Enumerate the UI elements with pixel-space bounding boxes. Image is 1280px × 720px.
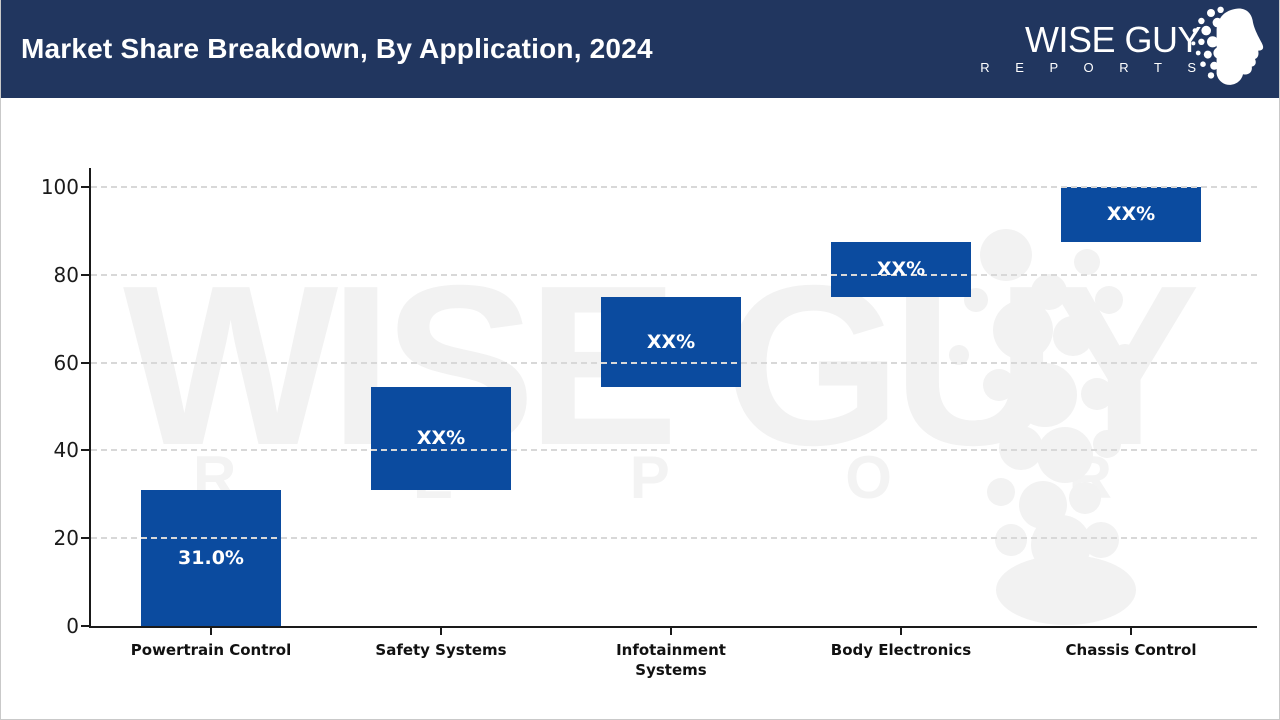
bar-chassis-control [1061,187,1201,242]
y-axis-line [89,168,91,628]
y-tick-80 [81,273,89,276]
x-axis-line [89,626,1257,628]
page-title: Market Share Breakdown, By Application, … [21,33,653,64]
bar-value-label-powertrain-control: 31.0% [178,546,244,569]
bar-infotainment-systems [601,296,741,387]
bar-value-label-chassis-control: XX% [1106,203,1156,226]
x-tick-label-safety-systems: Safety Systems [375,641,507,659]
x-tick-chassis-control [1130,628,1132,635]
x-tick-label-chassis-control: Chassis Control [1065,641,1197,659]
bar-powertrain-control [141,489,281,626]
y-tick-0 [81,625,89,627]
logo-wordmark-block: WISE GUY R E P O R T S [980,22,1201,76]
watermark-face-icon [949,229,1137,625]
gridline-80 [91,273,1257,276]
logo-head-icon [1191,6,1264,85]
y-tick-100 [81,186,89,188]
x-tick-infotainment-systems [670,628,672,635]
bar-value-label-infotainment-systems: XX% [646,330,696,353]
x-tick-label-powertrain-control: Powertrain Control [130,641,292,659]
y-tick-40 [81,449,89,452]
brand-logo: WISE GUY R E P O R T S [980,5,1267,93]
y-tick-label-100: 100 [40,175,79,199]
x-tick-label-body-electronics: Body Electronics [830,641,972,659]
y-tick-label-20: 20 [53,526,79,551]
y-tick-label-0: 0 [66,614,79,638]
bar-body-electronics [831,241,971,297]
header-bar: Market Share Breakdown, By Application, … [1,0,1279,98]
bar-value-label-body-electronics: XX% [876,258,926,281]
x-tick-safety-systems [440,628,442,635]
y-tick-20 [81,537,89,540]
gridline-40 [91,449,1257,452]
y-tick-label-60: 60 [53,350,79,375]
x-tick-label-infotainment-systems: Infotainment Systems [616,641,726,679]
bar-value-label-safety-systems: XX% [416,427,466,450]
y-tick-label-80: 80 [53,262,79,287]
logo-wordmark: WISE GUY [1024,19,1202,60]
bar-safety-systems [371,386,511,490]
gridline-60 [91,361,1257,364]
y-tick-label-40: 40 [53,438,79,463]
y-tick-60 [81,361,89,364]
x-tick-powertrain-control [210,628,212,635]
logo-subtitle: R E P O R T S [980,60,1207,75]
x-tick-body-electronics [900,628,902,635]
gridline-20 [91,537,1257,540]
gridline-100 [91,186,1257,188]
